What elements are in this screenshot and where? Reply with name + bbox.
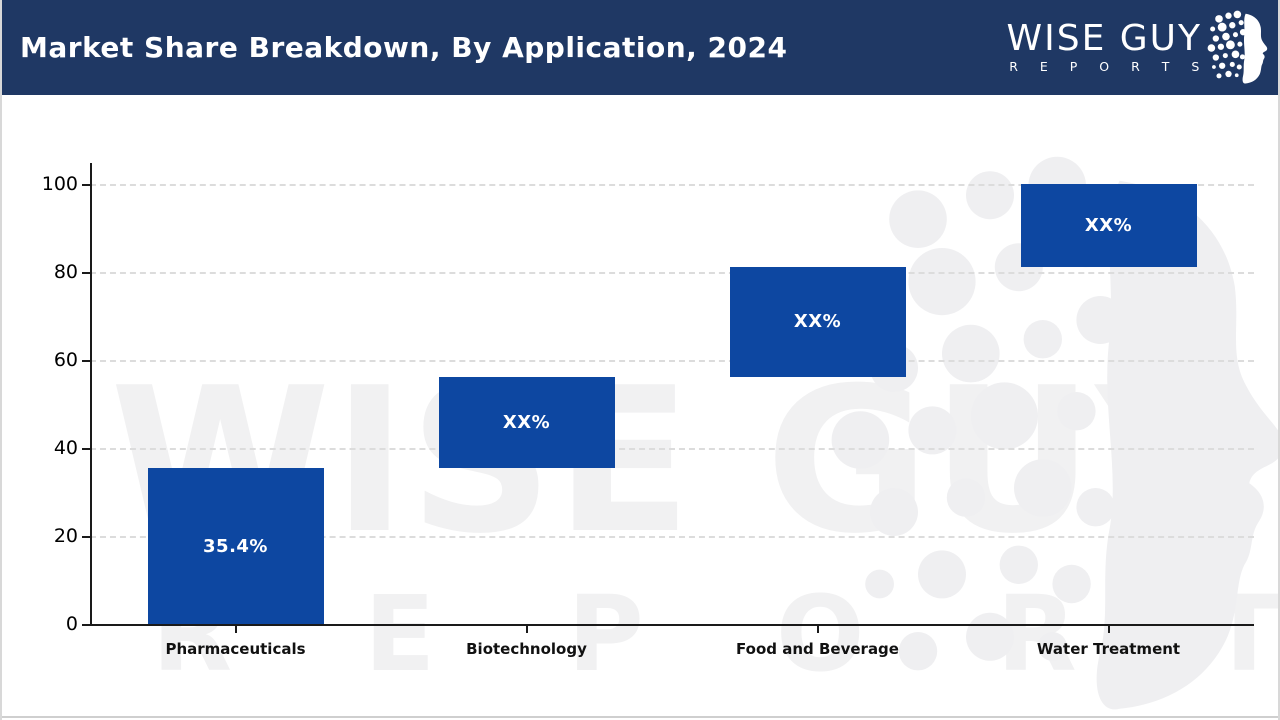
wiseguy-logo-text: WISE GUY R E P O R T S — [1007, 21, 1203, 74]
x-axis-tick — [816, 626, 819, 633]
wiseguy-logo: WISE GUY R E P O R T S — [1007, 10, 1279, 86]
x-axis-tick — [525, 626, 528, 633]
bar: XX% — [438, 377, 615, 469]
grid-line — [90, 360, 1254, 362]
chart-area: WISE GUY R E P O R T S 02040608010035.4%… — [2, 95, 1278, 716]
x-category-label: Pharmaceuticals — [165, 640, 306, 658]
y-tick-label: 40 — [53, 437, 78, 459]
bar-value-label: XX% — [793, 311, 842, 333]
y-axis — [90, 163, 92, 626]
y-axis-tick — [82, 184, 90, 186]
y-tick-label: 0 — [65, 613, 78, 635]
watermark-subtitle: R E P O R T S — [152, 573, 1278, 695]
bar: XX% — [1020, 184, 1197, 267]
bottom-border — [2, 716, 1278, 718]
y-axis-tick — [82, 448, 90, 450]
x-category-label: Water Treatment — [1036, 640, 1181, 658]
x-category-label: Biotechnology — [466, 640, 587, 658]
x-axis-tick — [1107, 626, 1110, 633]
grid-line — [90, 536, 1254, 538]
bar-value-label: 35.4% — [203, 535, 268, 557]
x-axis — [90, 624, 1254, 626]
y-axis-tick — [82, 536, 90, 538]
x-category-label: Food and Beverage — [736, 640, 899, 658]
y-tick-label: 20 — [53, 525, 78, 547]
wiseguy-face-icon — [1207, 10, 1268, 84]
header-bar: Market Share Breakdown, By Application, … — [2, 0, 1279, 95]
y-tick-label: 60 — [53, 349, 78, 371]
y-axis-tick — [82, 360, 90, 362]
page-title: Market Share Breakdown, By Application, … — [20, 31, 788, 64]
y-axis-tick — [82, 272, 90, 274]
bar-value-label: XX% — [502, 412, 551, 434]
grid-line — [90, 448, 1254, 450]
grid-line — [90, 272, 1254, 274]
x-axis-tick — [234, 626, 237, 633]
grid-line — [90, 184, 1254, 186]
logo-subtitle: R E P O R T S — [1009, 59, 1209, 75]
bar: 35.4% — [147, 468, 324, 624]
y-tick-label: 100 — [41, 173, 78, 195]
bar: XX% — [729, 266, 906, 378]
logo-wordmark: WISE GUY — [1006, 18, 1202, 60]
bar-value-label: XX% — [1084, 214, 1133, 236]
y-axis-tick — [82, 624, 90, 626]
y-tick-label: 80 — [53, 261, 78, 283]
